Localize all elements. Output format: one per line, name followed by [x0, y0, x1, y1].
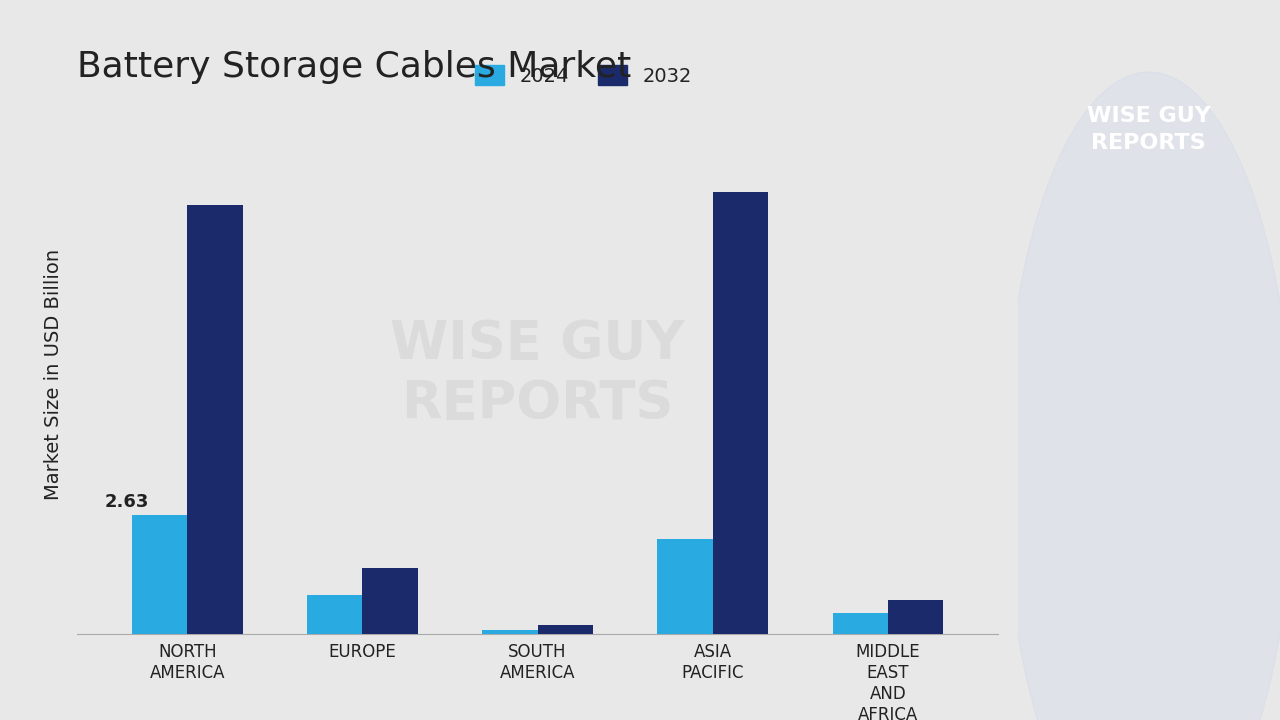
Bar: [307, 595, 362, 634]
Text: WISE GUY
REPORTS: WISE GUY REPORTS: [1087, 107, 1211, 153]
Bar: [132, 515, 187, 634]
Text: 2.63: 2.63: [105, 492, 148, 510]
Bar: [832, 613, 888, 634]
Text: Battery Storage Cables Market: Battery Storage Cables Market: [77, 50, 631, 84]
Circle shape: [1005, 72, 1280, 720]
Bar: [187, 205, 243, 634]
Bar: [483, 630, 538, 634]
Bar: [538, 626, 593, 634]
Bar: [713, 192, 768, 634]
Legend: 2024, 2032: 2024, 2032: [467, 58, 700, 94]
Bar: [888, 600, 943, 634]
Y-axis label: Market Size in USD Billion: Market Size in USD Billion: [44, 249, 63, 500]
Text: WISE GUY
REPORTS: WISE GUY REPORTS: [390, 318, 685, 431]
Bar: [362, 568, 417, 634]
Bar: [658, 539, 713, 634]
